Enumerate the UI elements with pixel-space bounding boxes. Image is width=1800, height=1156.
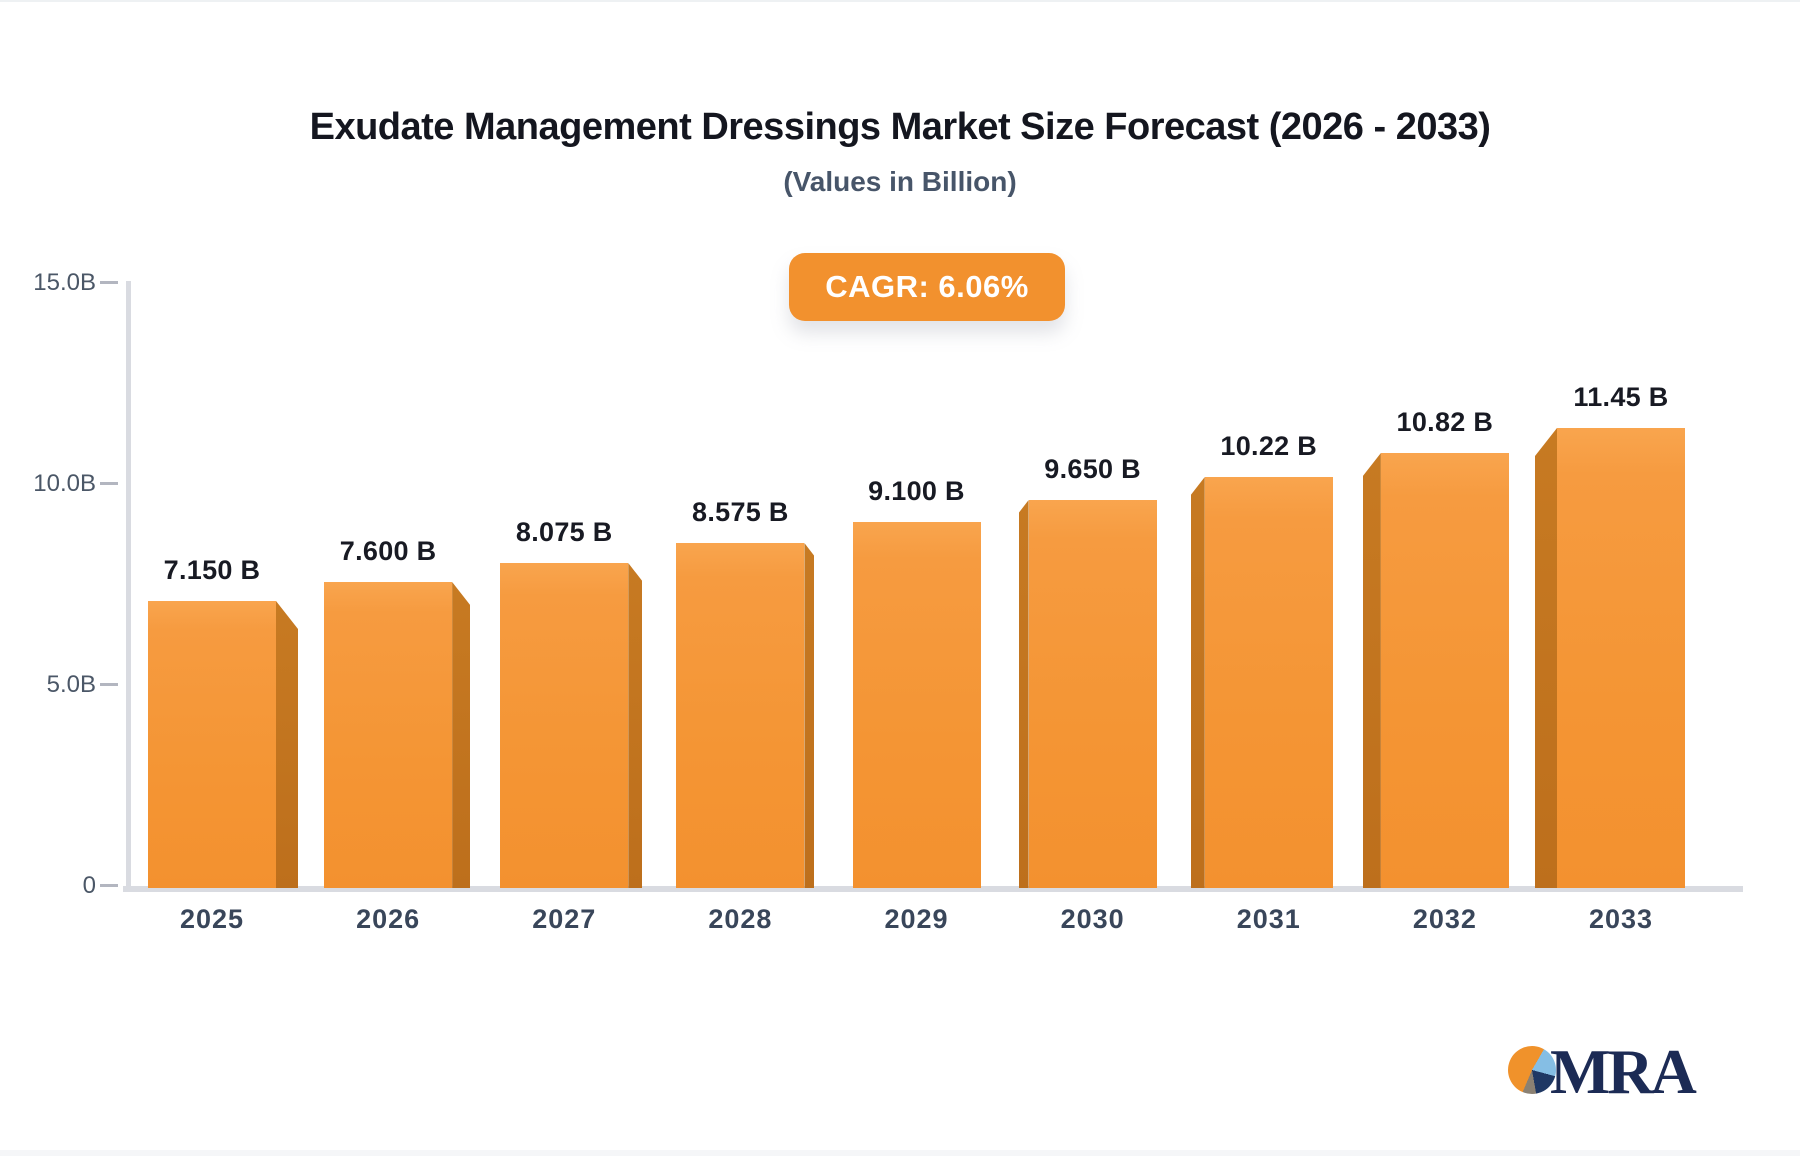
bar-2029: [852, 522, 981, 888]
y-axis-tick-label: 5.0B: [46, 671, 96, 698]
chart-title: Exudate Management Dressings Market Size…: [309, 106, 1491, 148]
x-axis-label-2028: 2028: [708, 904, 773, 934]
y-axis-tick-label: 10.0B: [33, 470, 96, 497]
x-axis-label-2032: 2032: [1412, 904, 1477, 934]
bar-value-label: 10.82 B: [1396, 407, 1494, 437]
y-axis-tick-label: 15.0B: [33, 269, 96, 296]
x-axis-label-2025: 2025: [179, 904, 245, 934]
bar-3d-side-2032: [1362, 453, 1381, 888]
x-axis-baseline: [123, 886, 1743, 892]
x-axis-label-2031: 2031: [1236, 904, 1301, 934]
bar-2031: [1204, 477, 1333, 888]
y-axis-tick: [100, 683, 118, 686]
x-axis-label-2030: 2030: [1060, 904, 1125, 934]
bar-2033: [1557, 428, 1685, 888]
bar-2025: [148, 601, 276, 888]
bar-value-label: 11.45 B: [1573, 382, 1669, 412]
bar-3d-side-2028: [804, 543, 815, 888]
bar-value-label: 8.075 B: [515, 517, 613, 547]
bar-2027: [500, 563, 629, 888]
y-axis-line: [126, 281, 131, 892]
y-axis-tick-label: 0: [82, 872, 96, 899]
x-axis-label-2033: 2033: [1588, 904, 1654, 934]
page-bottom-border: [0, 1150, 1800, 1156]
bar-value-label: 8.575 B: [692, 497, 789, 527]
bar-value-label: 7.150 B: [163, 555, 261, 585]
page-top-border: [0, 0, 1800, 2]
mra-logo: MRA: [1508, 1036, 1768, 1116]
bar-2032: [1380, 453, 1509, 888]
bar-value-label: 9.100 B: [868, 476, 965, 506]
bar-value-label: 7.600 B: [339, 536, 437, 566]
bar-3d-side-2026: [452, 582, 471, 888]
bar-2028: [676, 543, 805, 888]
y-axis-tick: [100, 884, 118, 887]
bar-3d-side-2033: [1535, 428, 1557, 888]
bar-value-label: 10.22 B: [1220, 431, 1318, 461]
bar-3d-side-2025: [276, 601, 298, 888]
bar-2026: [324, 582, 453, 888]
x-axis-label-2026: 2026: [356, 904, 421, 934]
logo-text: MRA: [1550, 1036, 1697, 1107]
pie-chart-logo-icon: [1508, 1046, 1556, 1094]
y-axis-tick: [100, 482, 118, 485]
cagr-badge: CAGR: 6.06%: [789, 253, 1065, 321]
bar-3d-side-2031: [1190, 477, 1205, 888]
bar-value-label: 9.650 B: [1044, 454, 1141, 484]
x-axis-label-2027: 2027: [532, 904, 597, 934]
bar-3d-side-2030: [1018, 500, 1029, 888]
bar-3d-side-2027: [628, 563, 643, 888]
y-axis-tick: [100, 281, 118, 284]
x-axis-label-2029: 2029: [884, 904, 949, 934]
chart-subtitle: (Values in Billion): [783, 166, 1017, 197]
bar-2030: [1028, 500, 1157, 888]
